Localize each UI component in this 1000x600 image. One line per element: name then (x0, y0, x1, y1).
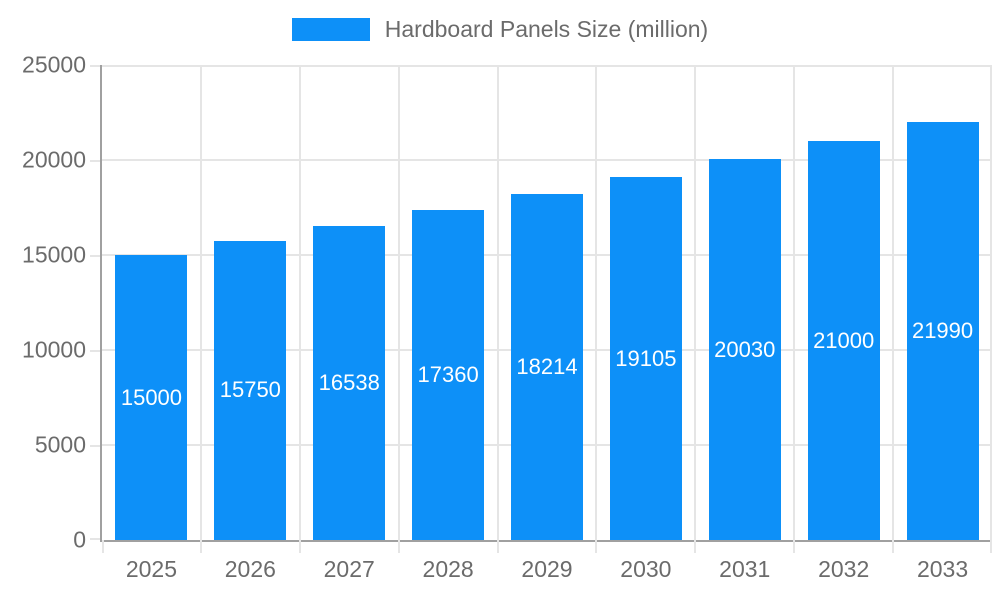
x-gridline (793, 65, 796, 540)
x-tick (990, 540, 992, 553)
bar-2028[interactable]: 17360 (412, 210, 485, 540)
x-tick (496, 540, 499, 553)
x-gridline (892, 65, 895, 540)
legend[interactable]: Hardboard Panels Size (million) (0, 16, 1000, 43)
x-tick (397, 540, 400, 553)
x-gridline (694, 65, 697, 540)
bar-value-label: 18214 (516, 353, 578, 379)
bar-2033[interactable]: 21990 (906, 122, 979, 540)
bar-value-label: 21990 (911, 318, 974, 344)
x-tick (595, 540, 598, 553)
y-axis-tick-label: 10000 (22, 336, 86, 363)
x-tick (298, 540, 301, 553)
x-gridline (990, 65, 992, 540)
legend-label: Hardboard Panels Size (million) (384, 16, 709, 42)
y-tick (90, 160, 100, 162)
bar-2026[interactable]: 15750 (214, 240, 287, 540)
bar-value-label: 16538 (318, 369, 380, 395)
bar-value-label: 19105 (615, 345, 677, 371)
bar-value-label: 20030 (714, 336, 776, 362)
x-tick (199, 540, 202, 553)
y-axis-tick-label: 0 (73, 526, 86, 553)
y-tick (90, 255, 100, 257)
x-axis-tick-label: 2029 (521, 556, 573, 582)
bar-2030[interactable]: 19105 (609, 177, 682, 540)
y-gridline (102, 159, 992, 161)
bar-2029[interactable]: 18214 (511, 193, 583, 540)
y-tick (90, 350, 100, 352)
x-axis-tick-label: 2030 (620, 556, 672, 582)
y-axis-tick-label: 15000 (22, 241, 86, 268)
x-axis-tick-label: 2025 (125, 556, 178, 582)
x-tick (694, 540, 697, 553)
x-gridline (496, 65, 499, 540)
x-axis-tick-label: 2032 (818, 556, 870, 582)
legend-swatch-icon (291, 18, 370, 41)
x-gridline (298, 65, 301, 540)
y-axis-tick-label: 25000 (22, 51, 86, 78)
x-axis-tick-label: 2028 (422, 556, 474, 582)
bar-value-label: 17360 (417, 362, 479, 388)
x-gridline (595, 65, 598, 540)
bar-2031[interactable]: 20030 (708, 159, 781, 540)
x-tick (793, 540, 796, 553)
plot-area: 0 5000 10000 15000 20000 25000 15000 2025 15750 2… (22, 52, 992, 582)
x-axis-tick-label: 2027 (323, 556, 375, 582)
bar-value-label: 15750 (219, 377, 281, 403)
x-gridline (397, 65, 400, 540)
x-axis-tick-label: 2026 (224, 556, 276, 582)
x-tick (892, 540, 895, 553)
x-gridline (199, 65, 202, 540)
y-axis-tick-label: 20000 (22, 146, 86, 173)
y-tick (90, 445, 100, 447)
bar-value-label: 21000 (813, 327, 875, 353)
y-tick (90, 65, 100, 67)
y-gridline (102, 65, 992, 67)
bar-2027[interactable]: 16538 (313, 225, 386, 540)
x-axis-tick-label: 2033 (916, 556, 969, 582)
x-tick (102, 540, 104, 553)
bar-2025[interactable]: 15000 (115, 255, 188, 540)
bar-value-label: 15000 (120, 384, 183, 410)
y-axis-tick-label: 5000 (34, 431, 86, 458)
y-tick (90, 538, 100, 540)
bar-2032[interactable]: 21000 (807, 141, 880, 540)
x-axis-tick-label: 2031 (719, 556, 771, 582)
